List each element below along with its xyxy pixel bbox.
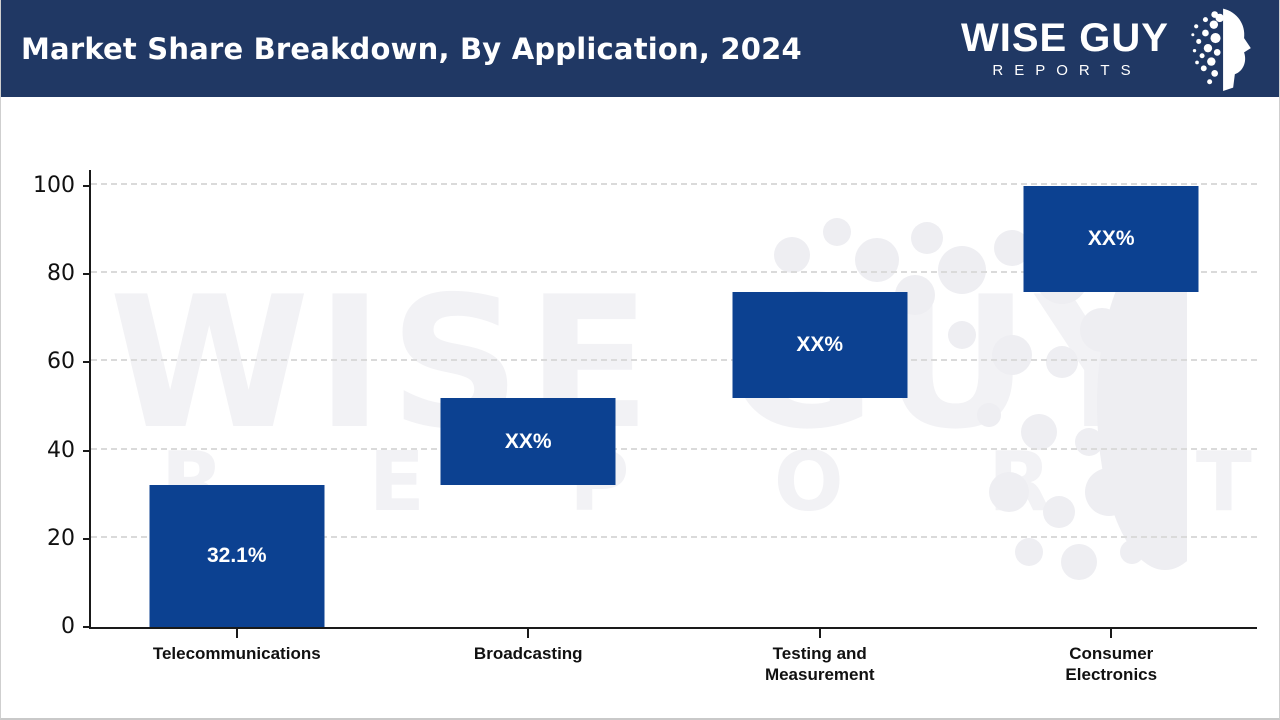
chart-plot-area: 0 20 40 60 80 100 32.1% Telecommunications XX% Br…: [33, 170, 1257, 684]
x-tick-label-testing-and-measurement: Testing and Measurement: [764, 644, 875, 685]
x-tick-mark-testing-and-measurement: [818, 629, 821, 638]
bar-broadcasting: XX%: [440, 397, 616, 486]
gridline-20: [91, 535, 1257, 538]
x-tick-label-broadcasting: Broadcasting: [473, 644, 583, 663]
bar-value-label-testing-and-measurement: XX%: [796, 332, 844, 356]
x-tick-mark-consumer-electronics: [1110, 629, 1113, 638]
page-title: Market Share Breakdown, By Application, …: [21, 31, 802, 66]
gridline-40: [91, 447, 1257, 450]
y-tick-label-80: 80: [47, 261, 75, 287]
bar-telecommunications: 32.1%: [149, 485, 325, 627]
y-tick-label-60: 60: [47, 349, 75, 375]
logo-face-icon: [1191, 8, 1251, 91]
x-tick-mark-broadcasting: [527, 629, 530, 638]
y-tick-mark-0: [83, 626, 91, 628]
x-tick-mark-telecommunications: [235, 629, 238, 638]
y-tick-mark-60: [83, 361, 91, 364]
x-tick-label-telecommunications: Telecommunications: [152, 644, 321, 663]
gridline-80: [91, 271, 1257, 274]
y-tick-mark-40: [83, 449, 91, 452]
chart-field: 0 20 40 60 80 100 32.1% Telecommunications XX% Br…: [33, 175, 1257, 684]
y-tick-label-20: 20: [47, 525, 75, 551]
bar-value-label-telecommunications: 32.1%: [206, 544, 267, 568]
header-bar: Market Share Breakdown, By Application, …: [1, 0, 1279, 97]
gridline-60: [91, 359, 1257, 362]
x-tick-label-consumer-electronics: Consumer Electronics: [1065, 644, 1158, 685]
y-tick-label-40: 40: [47, 437, 75, 463]
logo-subtitle: REPORTS: [992, 62, 1142, 79]
logo-text: WISE GUY REPORTS: [961, 18, 1169, 79]
bar-value-label-broadcasting: XX%: [504, 429, 552, 453]
bar-testing-and-measurement: XX%: [732, 291, 908, 398]
y-tick-mark-100: [83, 185, 91, 187]
wise-guy-logo: WISE GUY REPORTS: [961, 5, 1255, 93]
y-tick-mark-20: [83, 537, 91, 540]
logo-wordmark: WISE GUY: [960, 16, 1169, 60]
y-tick-label-0: 0: [61, 614, 75, 639]
bar-consumer-electronics: XX%: [1023, 186, 1199, 292]
y-tick-mark-80: [83, 273, 91, 276]
bar-value-label-consumer-electronics: XX%: [1087, 226, 1135, 250]
y-tick-label-100: 100: [33, 173, 75, 198]
gridline-100: [91, 183, 1257, 185]
